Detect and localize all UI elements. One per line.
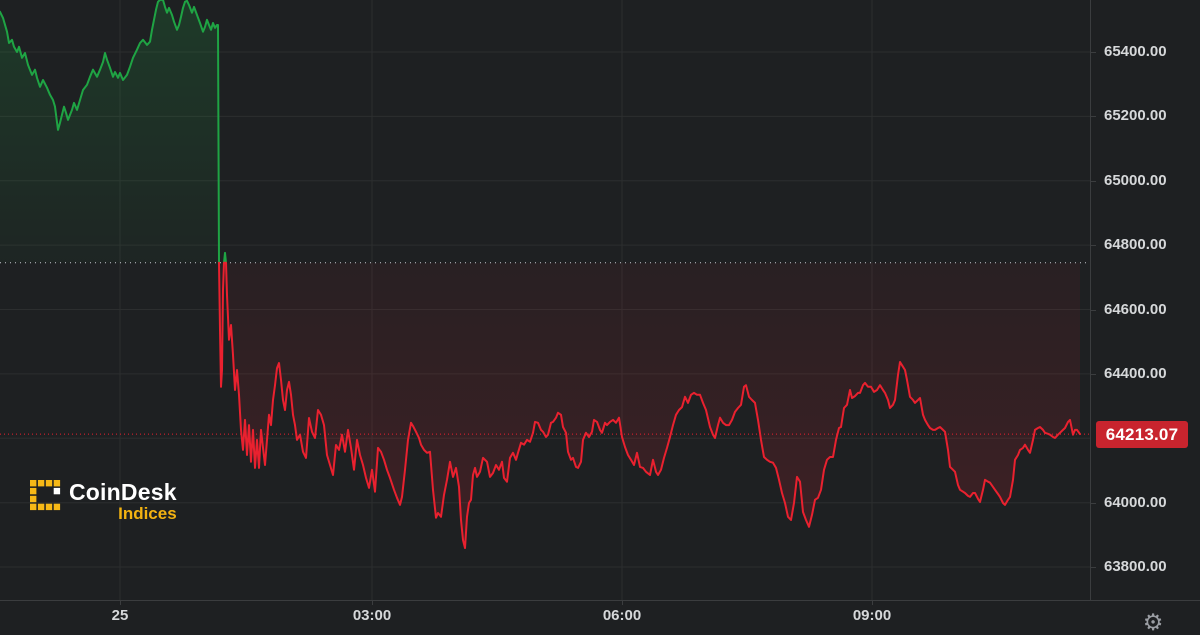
time-axis-label: 03:00 [352,607,392,624]
price-axis-label: 64400.00 [1104,365,1167,382]
time-axis-label: 25 [111,607,129,624]
time-axis-tick [872,601,873,605]
watermark-sub: Indices [118,504,177,523]
price-axis-label: 63800.00 [1104,558,1167,575]
time-axis-tick [372,601,373,605]
price-line-up [0,0,220,264]
price-chart-svg [0,0,1090,600]
price-axis-label: 65200.00 [1104,107,1167,124]
time-axis[interactable]: 25 03:00 06:00 09:00 [0,600,1200,629]
time-axis-label: 06:00 [602,607,642,624]
price-axis-label: 65400.00 [1104,43,1167,60]
price-axis-tick [1091,567,1096,568]
price-axis-tick [1091,245,1096,246]
price-line-up-tick [223,251,227,263]
price-axis-label: 64600.00 [1104,301,1167,318]
price-axis-tick [1091,503,1096,504]
price-axis-label: 65000.00 [1104,172,1167,189]
price-axis-tick [1091,116,1096,117]
last-price-badge: 64213.07 [1096,421,1188,448]
watermark-brand: CoinDesk [69,479,177,505]
price-axis-label: 64000.00 [1104,494,1167,511]
time-axis-label: 09:00 [852,607,892,624]
watermark-coindesk-indices: CoinDesk Indices [30,480,177,523]
price-axis-tick [1091,52,1096,53]
price-axis-tick [1091,310,1096,311]
price-axis-tick [1091,374,1096,375]
chart-canvas[interactable] [0,0,1090,600]
time-axis-tick [622,601,623,605]
coindesk-logo-icon [30,480,61,516]
price-line-down [218,261,1081,549]
price-axis[interactable]: 65600.0065400.0065200.0065000.0064800.00… [1090,0,1200,600]
price-axis-label: 64800.00 [1104,236,1167,253]
settings-gear-icon[interactable]: ⚙ [1142,609,1164,635]
price-axis-tick [1091,181,1096,182]
time-axis-tick [120,601,121,605]
